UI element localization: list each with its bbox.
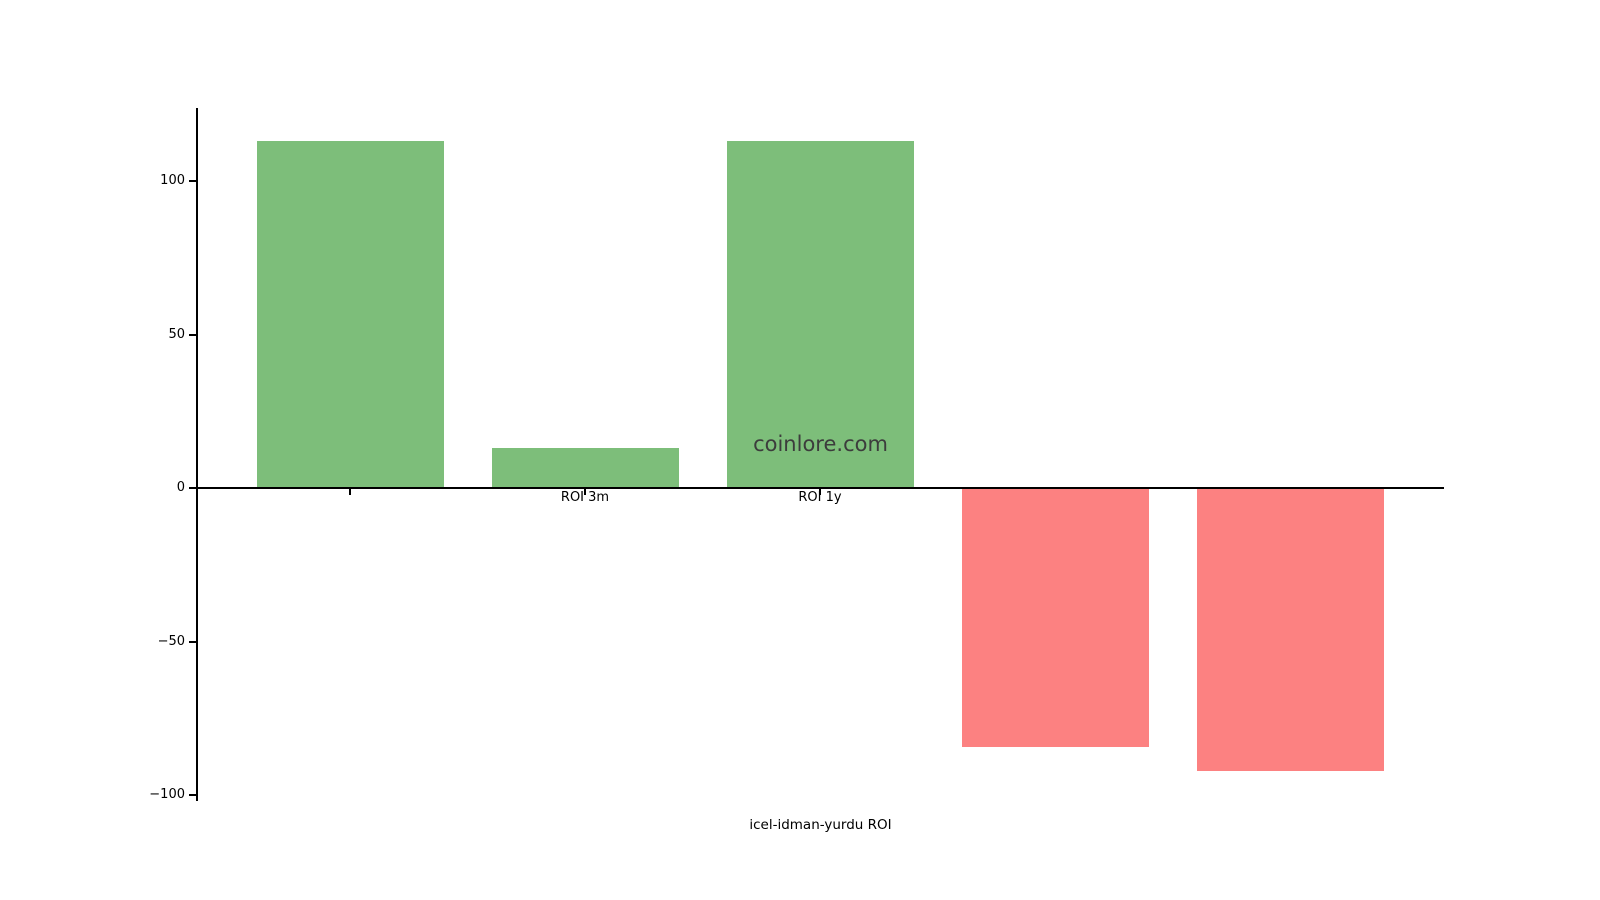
y-tick-label: −100 (149, 787, 185, 802)
chart-bar (726, 141, 914, 488)
y-tick-label: 50 (168, 326, 185, 342)
watermark-text: coinlore.com (753, 432, 888, 456)
chart-title: icel-idman-yurdu ROI (749, 817, 892, 833)
chart-bar (256, 141, 444, 488)
x-tick-label (1210, 490, 1370, 505)
y-tick-label: 0 (176, 480, 185, 495)
x-tick-label: ROI 1y (798, 490, 842, 505)
y-tick-mark (189, 180, 196, 182)
chart-bar (961, 489, 1149, 747)
y-tick-mark (189, 794, 196, 796)
y-tick-mark (189, 333, 196, 336)
x-tick-label (975, 490, 1135, 505)
y-tick-label: 100 (160, 173, 185, 188)
y-tick-label: −50 (157, 633, 185, 649)
y-axis-line (196, 108, 198, 801)
x-tick-label: ROI 3m (560, 490, 610, 505)
y-tick-mark (189, 487, 196, 489)
x-axis-zero-line (197, 487, 1444, 489)
chart-bar (491, 448, 679, 488)
x-tick-label (270, 490, 430, 505)
x-tick-mark (819, 488, 821, 495)
chart-bar (1196, 489, 1384, 772)
x-tick-mark (584, 488, 586, 495)
y-tick-mark (189, 640, 196, 643)
x-tick-mark (349, 488, 351, 495)
